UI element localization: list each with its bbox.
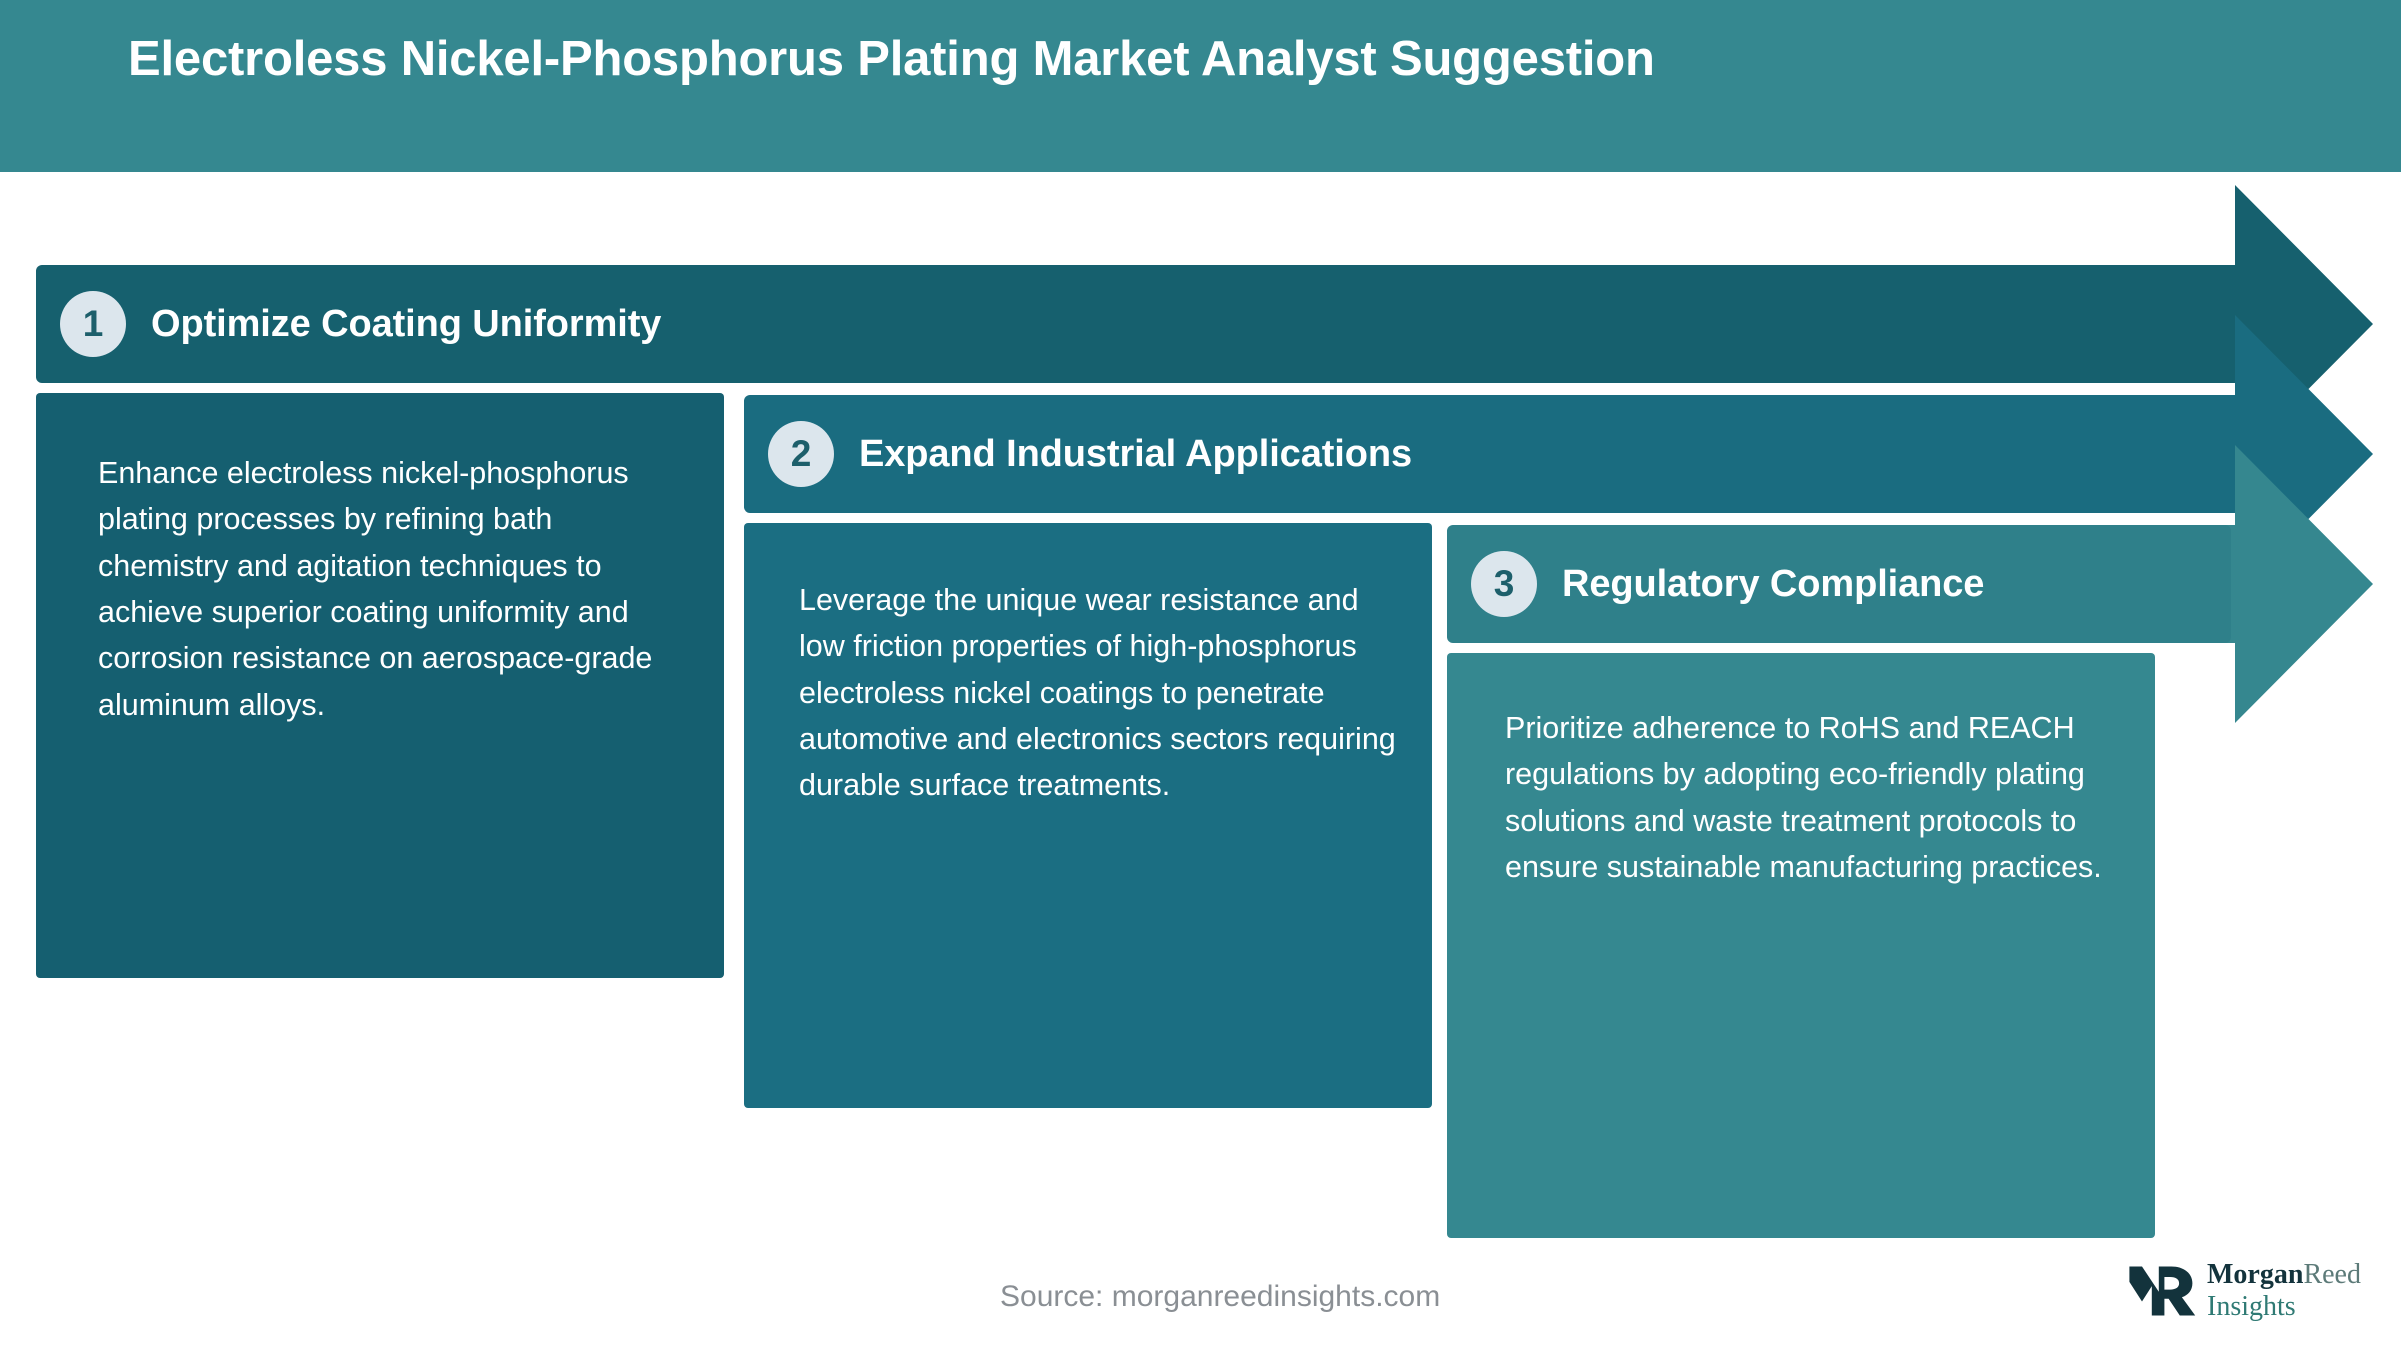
step-number-badge-1: 1 <box>60 291 126 357</box>
card-body-1: Enhance electroless nickel-phosphorus pl… <box>36 393 724 978</box>
card-description-3: Prioritize adherence to RoHS and REACH r… <box>1505 711 2102 885</box>
logo-word-morgan: Morgan <box>2207 1259 2304 1290</box>
logo-wordmark: MorganReed Insights <box>2207 1261 2361 1321</box>
card-title-3: Regulatory Compliance <box>1562 562 1985 605</box>
page-title: Electroless Nickel-Phosphorus Plating Ma… <box>128 32 1655 86</box>
banner: Electroless Nickel-Phosphorus Plating Ma… <box>0 0 2401 172</box>
card-body-2: Leverage the unique wear resistance and … <box>744 523 1432 1108</box>
mr-monogram-icon <box>2129 1266 2196 1316</box>
morganreed-insights-logo: MorganReed Insights <box>2128 1258 2361 1324</box>
card-description-2: Leverage the unique wear resistance and … <box>799 583 1396 803</box>
card-body-3: Prioritize adherence to RoHS and REACH r… <box>1447 653 2155 1238</box>
card-header-2[interactable]: 2 Expand Industrial Applications <box>744 395 2231 513</box>
arrow-head-icon-2 <box>2135 315 2373 593</box>
arrow-head-icon-3 <box>2135 445 2373 723</box>
card-description-1: Enhance electroless nickel-phosphorus pl… <box>98 456 653 722</box>
step-number-badge-2: 2 <box>768 421 834 487</box>
logo-line-2: Insights <box>2207 1291 2296 1322</box>
source-attribution: Source: morganreedinsights.com <box>1000 1280 1441 1313</box>
logo-word-reed: Reed <box>2303 1259 2361 1290</box>
step-number-badge-3: 3 <box>1471 551 1537 617</box>
card-header-3[interactable]: 3 Regulatory Compliance <box>1447 525 2231 643</box>
card-title-2: Expand Industrial Applications <box>859 432 1412 475</box>
arrow-head-icon-1 <box>2135 185 2373 463</box>
card-title-1: Optimize Coating Uniformity <box>151 302 662 345</box>
logo-line-1: MorganReed <box>2207 1261 2361 1289</box>
card-header-1[interactable]: 1 Optimize Coating Uniformity <box>36 265 2231 383</box>
